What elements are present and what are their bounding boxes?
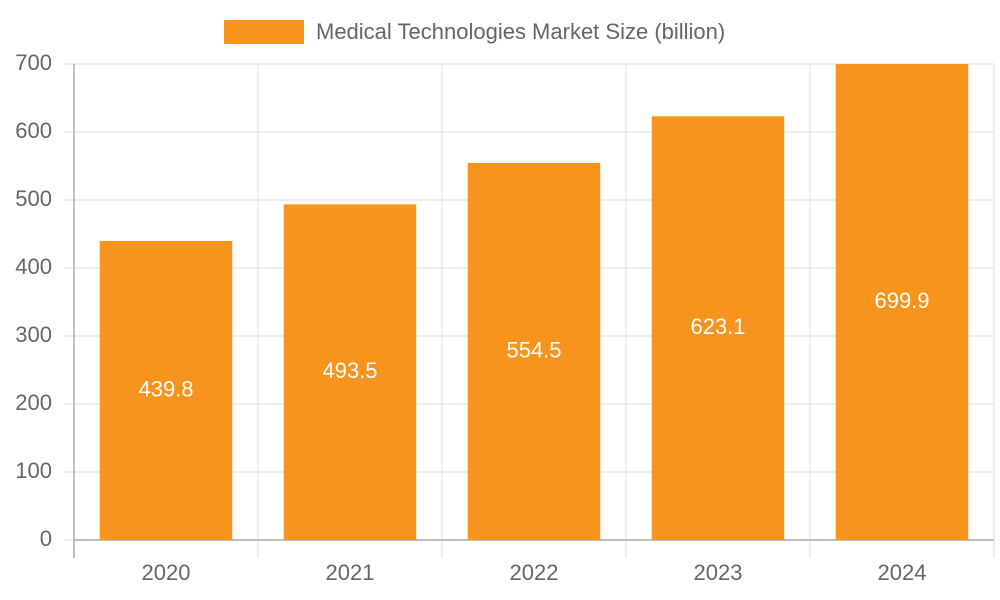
y-tick-label: 300 xyxy=(15,322,52,347)
y-tick-label: 500 xyxy=(15,186,52,211)
bar xyxy=(99,240,233,540)
x-tick-label: 2021 xyxy=(326,560,375,585)
bar xyxy=(651,116,785,541)
bar xyxy=(835,64,969,541)
y-tick-label: 600 xyxy=(15,118,52,143)
bar xyxy=(283,204,417,541)
value-label: 439.8 xyxy=(138,376,193,401)
bar xyxy=(467,162,601,540)
x-tick-label: 2024 xyxy=(878,560,927,585)
y-tick-label: 100 xyxy=(15,458,52,483)
value-label: 623.1 xyxy=(690,314,745,339)
legend-label: Medical Technologies Market Size (billio… xyxy=(316,19,725,44)
value-label: 699.9 xyxy=(874,288,929,313)
x-tick-label: 2023 xyxy=(694,560,743,585)
y-tick-label: 200 xyxy=(15,390,52,415)
y-tick-label: 700 xyxy=(15,50,52,75)
x-tick-label: 2022 xyxy=(510,560,559,585)
legend-swatch xyxy=(224,20,304,44)
value-label: 554.5 xyxy=(506,337,561,362)
value-label: 493.5 xyxy=(322,358,377,383)
x-tick-label: 2020 xyxy=(142,560,191,585)
y-tick-label: 0 xyxy=(40,526,52,551)
y-tick-label: 400 xyxy=(15,254,52,279)
